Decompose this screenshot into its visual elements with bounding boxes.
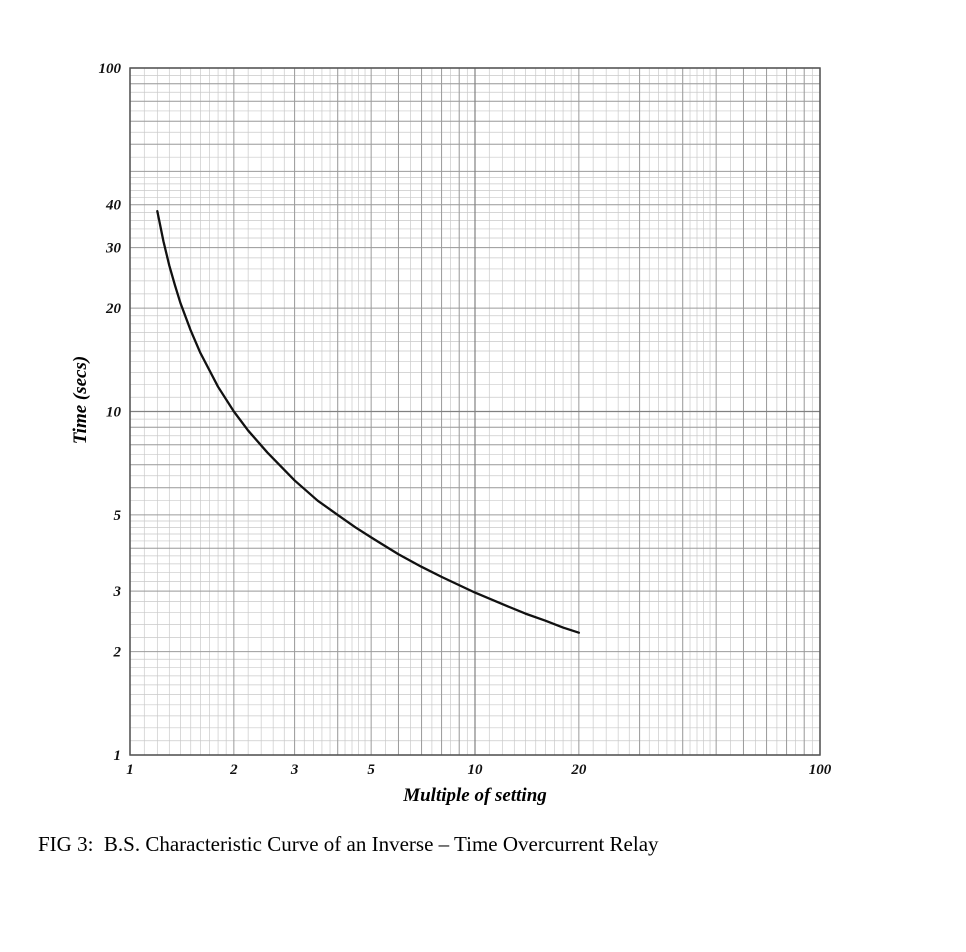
x-tick-label: 10 (468, 762, 484, 778)
x-tick-label: 1 (126, 762, 134, 778)
plot-border (129, 67, 821, 756)
x-tick-label: 20 (570, 762, 587, 778)
x-axis-tick-labels: 1 2 3 5 10 20 100 (126, 762, 832, 778)
y-tick-label: 2 (113, 645, 122, 661)
x-tick-label: 5 (367, 762, 375, 778)
x-tick-label: 3 (290, 762, 299, 778)
figure-caption: FIG 3: B.S. Characteristic Curve of an I… (38, 832, 659, 856)
y-axis-label: Time (secs) (70, 356, 91, 444)
x-tick-label: 2 (229, 762, 238, 778)
relay-characteristic-curve (156, 210, 581, 634)
y-tick-label: 20 (105, 301, 122, 317)
y-tick-label: 1 (114, 748, 122, 764)
y-tick-label: 10 (106, 405, 122, 421)
y-tick-label: 3 (113, 584, 122, 600)
y-axis-tick-labels: 1 2 3 5 10 20 30 40 100 (99, 61, 122, 764)
y-tick-label: 30 (105, 241, 122, 257)
y-tick-label: 5 (114, 508, 122, 524)
x-axis-label: Multiple of setting (402, 785, 547, 806)
x-tick-label: 100 (809, 762, 832, 778)
y-tick-label: 100 (99, 61, 122, 77)
y-tick-label: 40 (105, 198, 122, 214)
